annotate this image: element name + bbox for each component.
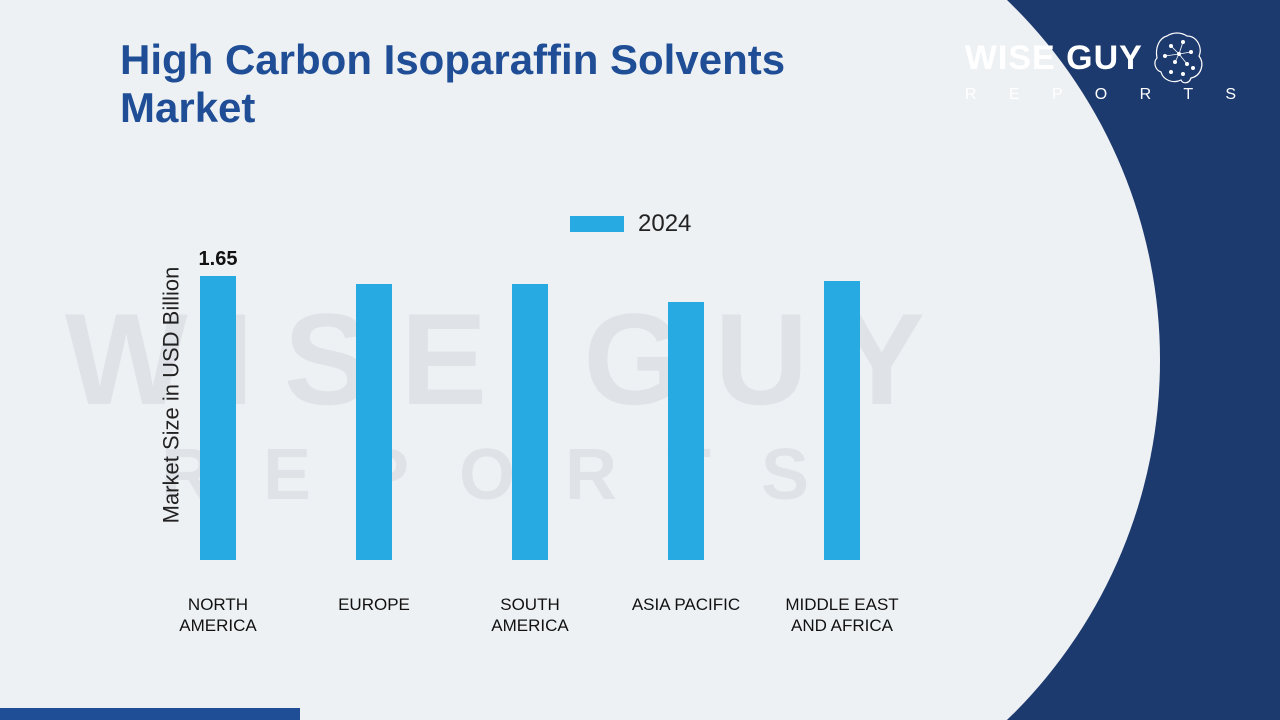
brand-line2: R E P O R T S — [965, 86, 1254, 104]
legend: 2024 — [570, 210, 691, 238]
bars-container: 1.65 — [140, 250, 920, 560]
bar-europe — [314, 256, 434, 560]
x-label: MIDDLE EAST AND AFRICA — [782, 595, 902, 636]
bar — [668, 302, 704, 560]
bar-value-label: 1.65 — [199, 248, 238, 270]
bar — [356, 284, 392, 560]
bar — [200, 276, 236, 560]
bar-chart: Market Size in USD Billion 2024 1.65 NOR… — [90, 160, 920, 630]
bar — [512, 284, 548, 560]
bar-south-america — [470, 256, 590, 560]
brand-logo: WISE GUY R E P O R T S — [965, 28, 1254, 104]
x-label: SOUTH AMERICA — [470, 595, 590, 636]
bar-asia-pacific — [626, 274, 746, 560]
bottom-accent-bar — [0, 708, 300, 720]
legend-label: 2024 — [638, 210, 691, 238]
page-title: High Carbon Isoparaffin Solvents Market — [120, 36, 820, 133]
bar-north-america: 1.65 — [158, 248, 278, 560]
brain-head-icon — [1149, 28, 1209, 88]
plot-area: 1.65 — [140, 250, 920, 560]
bar-middle-east-and-africa — [782, 253, 902, 560]
bar — [824, 281, 860, 560]
x-label: EUROPE — [314, 595, 434, 636]
x-label: NORTH AMERICA — [158, 595, 278, 636]
brand-line1: WISE GUY — [965, 39, 1143, 78]
x-axis-labels: NORTH AMERICA EUROPE SOUTH AMERICA ASIA PAC… — [140, 595, 920, 636]
x-label: ASIA PACIFIC — [626, 595, 746, 636]
legend-swatch — [570, 216, 624, 232]
